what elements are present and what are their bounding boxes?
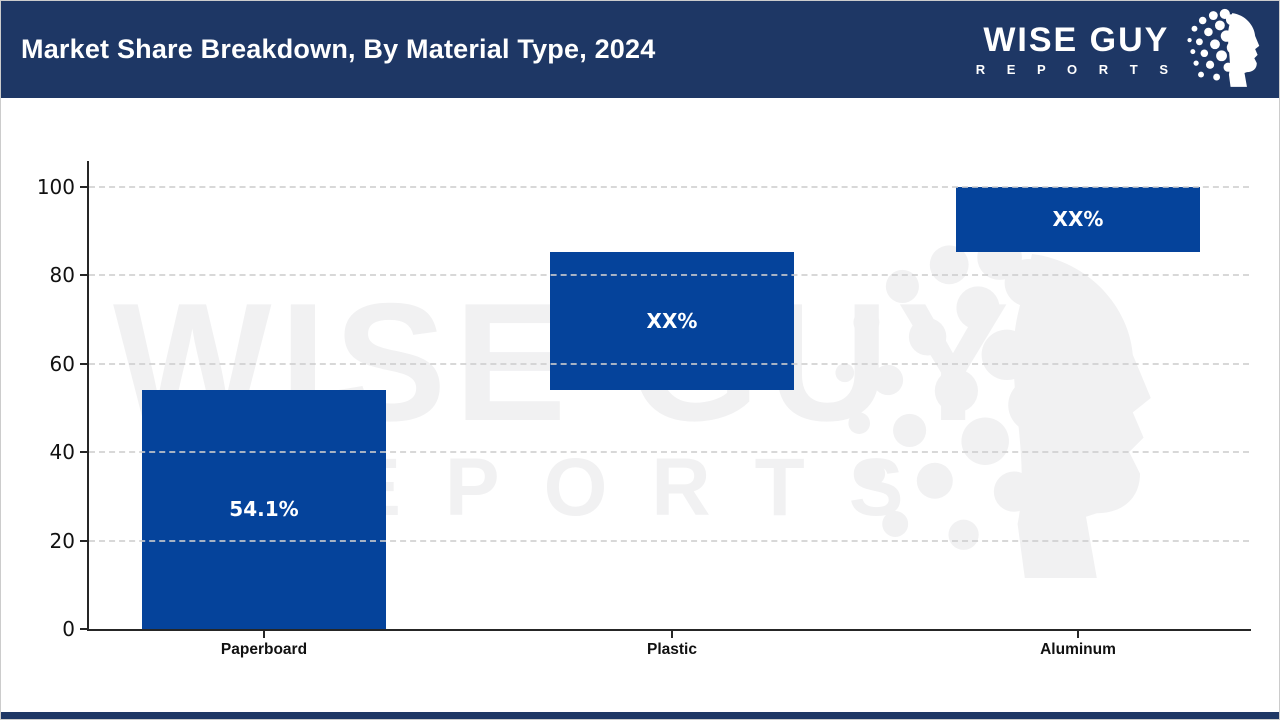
y-tick-label-20: 20: [49, 528, 75, 553]
x-tick-mark-paperboard: [263, 631, 265, 638]
brand-logo-line1: WISE GUY: [983, 21, 1170, 59]
brand-logo-text: WISE GUY R E P O R T S: [976, 23, 1177, 76]
y-tick-mark-20: [80, 539, 88, 542]
bar-value-label-paperboard: 54.1%: [229, 497, 299, 522]
y-tick-mark-40: [80, 451, 88, 454]
y-tick-label-100: 100: [36, 175, 75, 199]
y-tick-label-60: 60: [49, 351, 75, 376]
x-axis-line: [87, 629, 1251, 631]
x-tick-label-aluminum: Aluminum: [1040, 641, 1116, 658]
bar-plastic: XX%: [550, 251, 794, 390]
brand-logo: WISE GUY R E P O R T S: [976, 1, 1265, 98]
header-bar: Market Share Breakdown, By Material Type…: [1, 1, 1279, 98]
y-axis-line: [87, 161, 89, 631]
x-tick-label-paperboard: Paperboard: [220, 641, 308, 658]
gridline-y-80: [89, 274, 1249, 277]
dotted-head-profile-icon: [1183, 7, 1265, 93]
y-tick-mark-100: [80, 186, 88, 188]
y-tick-label-0: 0: [62, 617, 75, 641]
y-tick-mark-80: [80, 274, 88, 277]
brand-logo-line2: R E P O R T S: [975, 62, 1177, 77]
x-tick-label-plastic: Plastic: [647, 641, 697, 658]
bar-aluminum: XX%: [956, 187, 1200, 252]
page-title: Market Share Breakdown, By Material Type…: [21, 34, 656, 64]
gridline-y-40: [89, 451, 1249, 454]
footer-bar: [1, 712, 1279, 719]
x-tick-mark-plastic: [671, 631, 673, 638]
gridline-y-60: [89, 362, 1249, 365]
y-tick-label-40: 40: [49, 440, 75, 465]
gridline-y-20: [89, 539, 1249, 542]
bar-paperboard: 54.1%: [142, 389, 386, 629]
bar-value-label-aluminum: XX%: [1052, 207, 1104, 232]
x-tick-mark-aluminum: [1077, 631, 1079, 638]
y-tick-label-80: 80: [49, 263, 75, 288]
y-tick-mark-0: [80, 628, 88, 630]
y-tick-mark-60: [80, 362, 88, 365]
bar-value-label-plastic: XX%: [646, 308, 698, 333]
gridline-y-100: [89, 186, 1249, 188]
